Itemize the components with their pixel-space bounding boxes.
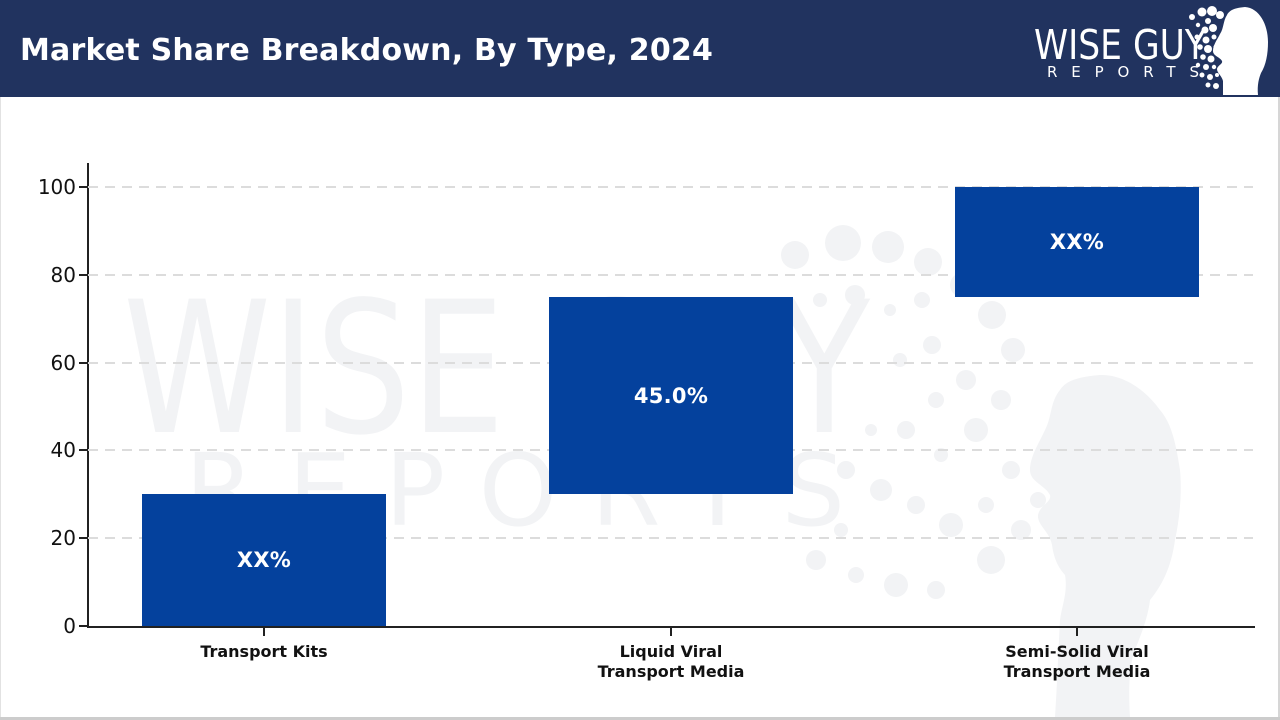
logo-wordmark: WISE GUY REPORTS [1034,21,1207,81]
y-tick-label-40: 40 [50,438,76,463]
frame-left-edge [0,97,1,717]
y-tick-mark-20 [79,537,88,540]
x-category-label-line: Semi-Solid Viral [1005,642,1149,661]
bar-0[interactable]: XX% [142,494,386,626]
x-tick-mark-1 [670,628,672,636]
gridline-100 [88,186,1253,188]
gridline-20 [88,537,1253,540]
y-tick-mark-80 [79,273,88,276]
x-category-label-line: Liquid Viral [619,642,723,661]
logo-head-icon [1189,6,1268,95]
page-title: Market Share Breakdown, By Type, 2024 [20,33,714,68]
x-axis-line [87,626,1255,628]
bar-value-label-2: XX% [1049,229,1105,254]
x-category-label-2: Semi-Solid Viral Transport Media [907,642,1247,682]
y-tick-mark-60 [79,361,88,364]
gridline-80 [88,273,1253,276]
y-tick-mark-40 [79,449,88,452]
y-tick-mark-0 [79,625,88,627]
y-tick-label-20: 20 [50,526,76,551]
x-category-label-line: Transport Kits [200,642,328,661]
y-tick-label-60: 60 [50,350,76,375]
plot-region: 0 20 40 60 80 100 XX% Transport Kits 45.0% Liquid… [0,97,1280,717]
y-tick-mark-100 [79,186,88,188]
watermark-head-icon [781,225,1181,717]
y-tick-label-100: 100 [37,175,76,199]
x-category-label-line: Transport Media [1003,662,1151,681]
y-axis-line [87,163,89,628]
logo-name-text: WISE GUY [1034,21,1207,69]
x-category-label-1: Liquid Viral Transport Media [501,642,841,682]
header-bar: Market Share Breakdown, By Type, 2024 WI… [0,0,1280,97]
x-tick-mark-2 [1076,628,1078,636]
chart-area: WISE GUY REPORTS [0,97,1280,717]
x-tick-mark-0 [263,628,265,636]
bar-1[interactable]: 45.0% [549,296,793,495]
bar-2[interactable]: XX% [955,187,1199,297]
frame-bottom-edge [0,717,1280,720]
bar-value-label-0: XX% [236,548,292,573]
bar-value-label-1: 45.0% [633,383,709,408]
y-tick-label-80: 80 [50,262,76,287]
x-category-label-0: Transport Kits [94,642,434,662]
frame-right-edge [1278,97,1280,717]
x-category-label-line: Transport Media [597,662,745,681]
y-tick-label-0: 0 [63,614,76,638]
wise-guy-logo: WISE GUY REPORTS [1034,6,1268,95]
